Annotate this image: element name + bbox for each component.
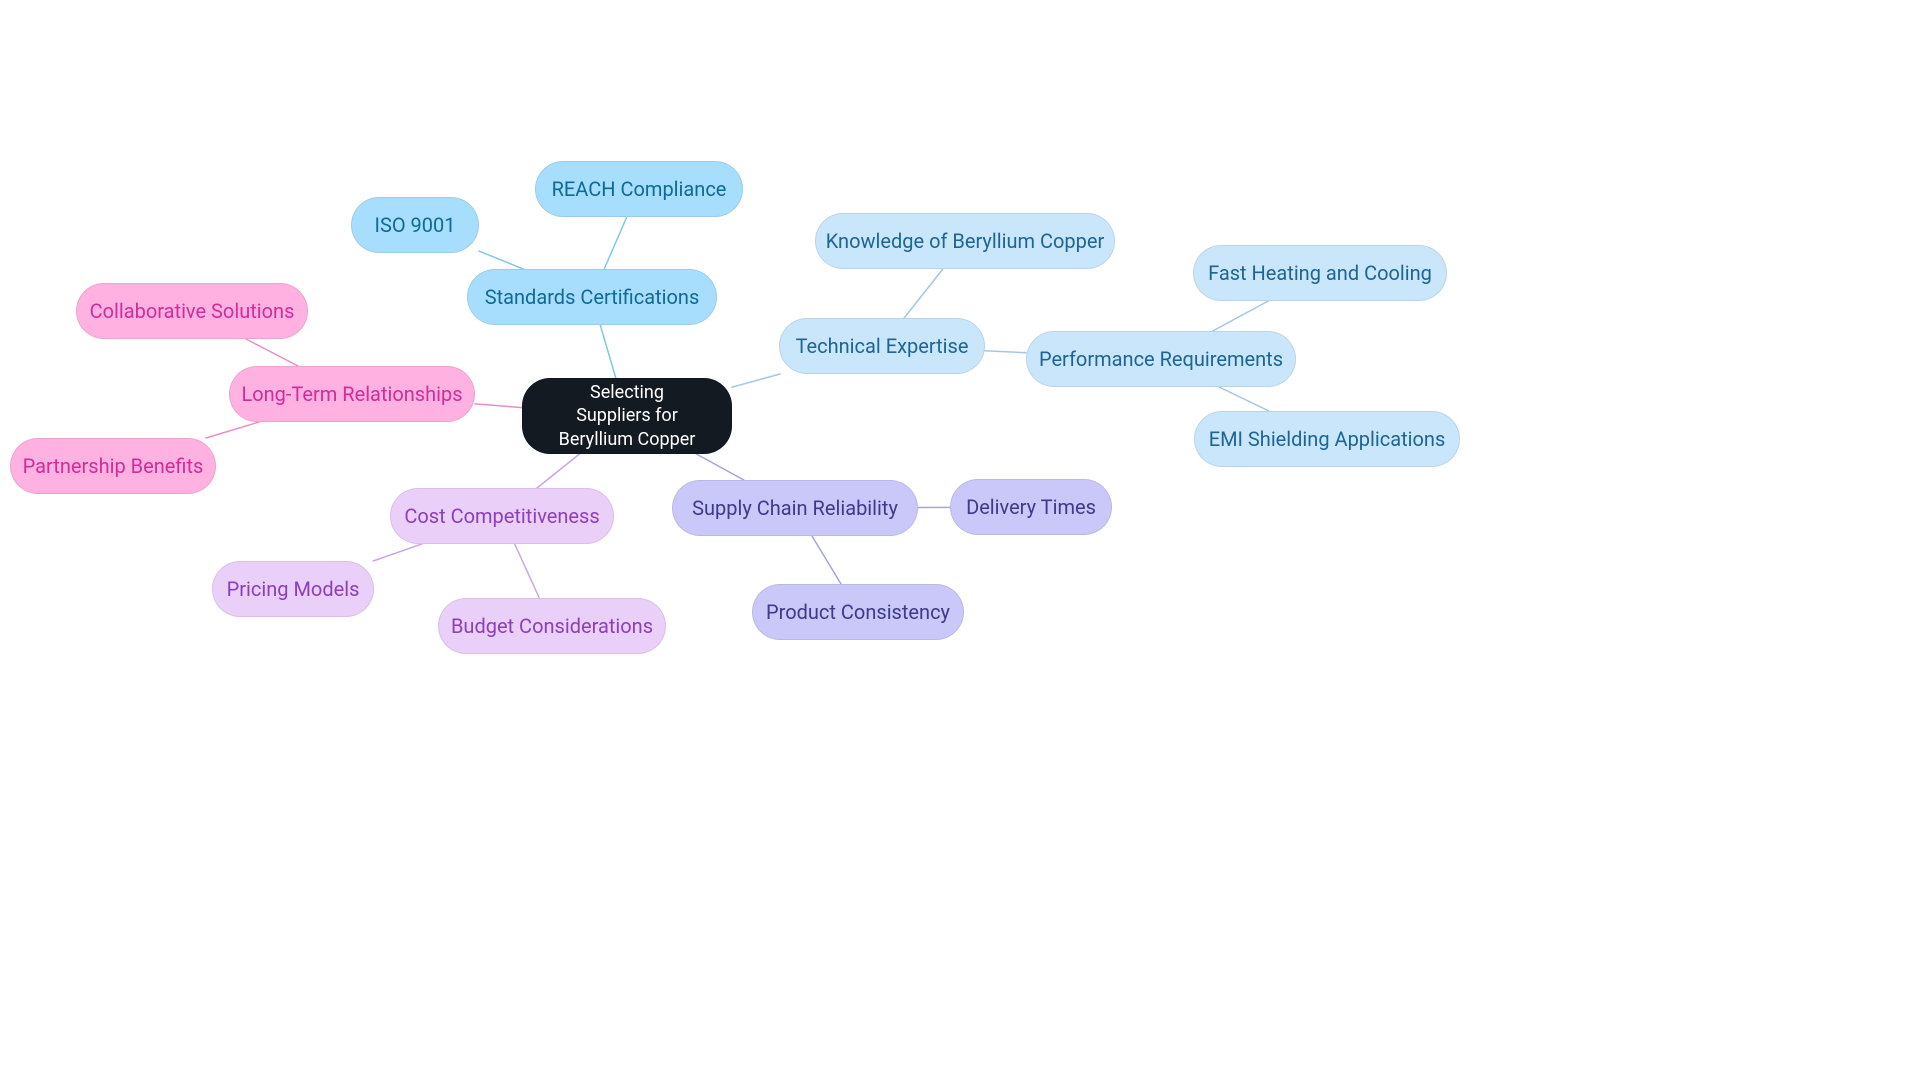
node-label: Collaborative Solutions (90, 298, 295, 324)
node-label: Knowledge of Beryllium Copper (826, 228, 1105, 254)
edge-perf-fast (1213, 301, 1268, 331)
edge-std-iso (479, 251, 523, 269)
node-label: Performance Requirements (1039, 346, 1283, 372)
node-ltr[interactable]: Long-Term Relationships (229, 366, 475, 422)
node-label: Long-Term Relationships (241, 381, 462, 407)
node-label: ISO 9001 (375, 212, 456, 238)
node-part[interactable]: Partnership Benefits (10, 438, 216, 494)
node-label: Budget Considerations (451, 613, 653, 639)
edge-cost-budg (515, 544, 540, 598)
node-coll[interactable]: Collaborative Solutions (76, 283, 308, 339)
node-root[interactable]: Selecting Suppliers forBeryllium Copper (522, 378, 732, 454)
node-label: Standards Certifications (485, 284, 700, 310)
mindmap-canvas: Selecting Suppliers forBeryllium Copper S… (0, 0, 1920, 1083)
node-label: EMI Shielding Applications (1209, 426, 1446, 452)
edge-root-std (600, 325, 616, 378)
edge-cost-price (373, 544, 422, 561)
node-emi[interactable]: EMI Shielding Applications (1194, 411, 1460, 467)
node-label: Pricing Models (227, 576, 360, 602)
node-price[interactable]: Pricing Models (212, 561, 374, 617)
node-prod[interactable]: Product Consistency (752, 584, 964, 640)
edge-perf-emi (1219, 387, 1269, 411)
edge-tech-know (904, 269, 943, 318)
edge-root-scr (696, 454, 743, 480)
edge-std-reach (604, 217, 627, 269)
node-iso[interactable]: ISO 9001 (351, 197, 479, 253)
node-tech[interactable]: Technical Expertise (779, 318, 985, 374)
edge-root-tech (732, 374, 780, 387)
node-label: Selecting Suppliers forBeryllium Copper (555, 381, 699, 451)
node-cost[interactable]: Cost Competitiveness (390, 488, 614, 544)
edge-ltr-part (206, 422, 259, 438)
edge-root-ltr (475, 404, 522, 408)
node-budg[interactable]: Budget Considerations (438, 598, 666, 654)
node-reach[interactable]: REACH Compliance (535, 161, 743, 217)
node-label: Product Consistency (766, 599, 950, 625)
node-label: Supply Chain Reliability (692, 495, 898, 521)
node-fast[interactable]: Fast Heating and Cooling (1193, 245, 1447, 301)
node-label: Delivery Times (966, 494, 1096, 520)
node-scr[interactable]: Supply Chain Reliability (672, 480, 918, 536)
node-perf[interactable]: Performance Requirements (1026, 331, 1296, 387)
edge-root-cost (537, 454, 580, 488)
node-label: REACH Compliance (552, 176, 727, 202)
node-label: Cost Competitiveness (404, 503, 599, 529)
node-label: Fast Heating and Cooling (1208, 260, 1432, 286)
node-label: Technical Expertise (796, 333, 969, 359)
node-know[interactable]: Knowledge of Beryllium Copper (815, 213, 1115, 269)
edge-scr-prod (812, 536, 841, 584)
edges-layer (0, 0, 1920, 1083)
edge-tech-perf (985, 351, 1026, 353)
node-del[interactable]: Delivery Times (950, 479, 1112, 535)
node-std[interactable]: Standards Certifications (467, 269, 717, 325)
node-label: Partnership Benefits (23, 453, 204, 479)
edge-ltr-coll (246, 339, 298, 366)
